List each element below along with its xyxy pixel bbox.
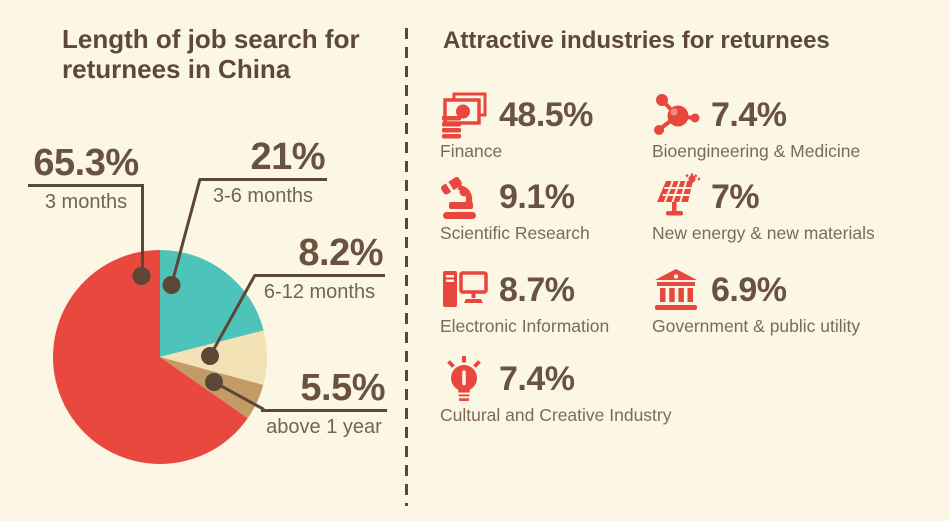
callout-label: 6-12 months bbox=[263, 281, 376, 303]
money-icon bbox=[440, 91, 488, 139]
industry-label: Cultural and Creative Industry bbox=[440, 405, 672, 425]
computer-icon bbox=[440, 266, 488, 314]
lightbulb-icon bbox=[440, 355, 488, 403]
left-title-line1: Length of job search for bbox=[62, 24, 360, 54]
pie-slice-3-6-months bbox=[160, 250, 264, 357]
callout-6-12-months: 8.2% 6-12 months bbox=[254, 232, 385, 303]
industry-value: 6.9% bbox=[711, 270, 787, 309]
callout-underline bbox=[254, 274, 385, 277]
callout-above-1-year: 5.5% above 1 year bbox=[261, 367, 387, 438]
industry-label: Scientific Research bbox=[440, 223, 590, 243]
panel-divider bbox=[405, 28, 408, 506]
industry-label: New energy & new materials bbox=[652, 223, 875, 243]
industry-item-cultural-creative: 7.4% Cultural and Creative Industry bbox=[440, 355, 672, 425]
callout-underline bbox=[261, 409, 387, 412]
callout-underline bbox=[199, 178, 327, 181]
industry-value: 9.1% bbox=[499, 177, 575, 216]
industry-item-finance: 48.5% Finance bbox=[440, 91, 593, 161]
callout-value: 5.5% bbox=[300, 367, 385, 409]
pie-slice-3-months bbox=[52, 249, 248, 465]
right-panel-title: Attractive industries for returnees bbox=[443, 27, 830, 54]
left-title-line2: returnees in China bbox=[62, 54, 291, 84]
industry-value: 7.4% bbox=[711, 95, 787, 134]
callout-line-6-12-months bbox=[208, 274, 257, 357]
left-panel-title: Length of job search for returnees in Ch… bbox=[62, 24, 360, 84]
bank-icon bbox=[652, 266, 700, 314]
industry-label: Bioengineering & Medicine bbox=[652, 141, 861, 161]
industry-item-scientific-research: 9.1% Scientific Research bbox=[440, 173, 590, 243]
industry-value: 8.7% bbox=[499, 270, 575, 309]
industry-label: Government & public utility bbox=[652, 316, 861, 336]
callout-line-above-1-year bbox=[213, 380, 265, 411]
anchor-dot-3-months bbox=[132, 267, 151, 285]
callout-value: 8.2% bbox=[298, 232, 383, 274]
industry-item-new-energy: 7% New energy & new materials bbox=[652, 173, 875, 243]
industry-label: Electronic Information bbox=[440, 316, 610, 336]
industry-value: 7% bbox=[711, 177, 760, 216]
callout-label: 3-6 months bbox=[212, 185, 314, 207]
industry-value: 7.4% bbox=[499, 359, 575, 398]
industry-item-electronic-information: 8.7% Electronic Information bbox=[440, 266, 609, 336]
industry-value: 48.5% bbox=[499, 95, 593, 134]
callout-value: 65.3% bbox=[33, 142, 139, 184]
callout-label: 3 months bbox=[44, 191, 128, 213]
anchor-dot-above-1-year bbox=[205, 373, 223, 391]
callout-label: above 1 year bbox=[266, 416, 382, 438]
callout-line-3-6-months bbox=[170, 178, 202, 286]
anchor-dot-6-12-months bbox=[201, 347, 219, 365]
industry-label: Finance bbox=[440, 141, 503, 161]
callout-3-months: 65.3% 3 months bbox=[28, 142, 144, 213]
industry-item-bioengineering: 7.4% Bioengineering & Medicine bbox=[652, 91, 860, 161]
anchor-dot-3-6-months bbox=[162, 276, 181, 294]
molecule-icon bbox=[652, 91, 700, 139]
callout-value: 21% bbox=[250, 136, 325, 178]
callout-3-6-months: 21% 3-6 months bbox=[199, 136, 327, 207]
callout-underline bbox=[28, 184, 144, 187]
microscope-icon bbox=[440, 173, 488, 221]
industry-item-government: 6.9% Government & public utility bbox=[652, 266, 860, 336]
solar-panel-icon bbox=[652, 173, 700, 221]
